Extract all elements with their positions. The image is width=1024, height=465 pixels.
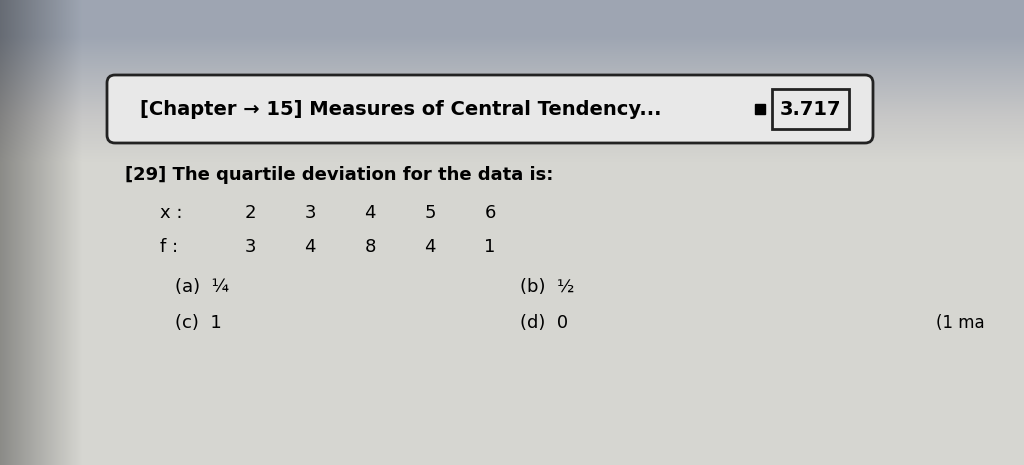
Text: (a)  ¼: (a) ¼ [175,278,229,296]
Text: 1: 1 [484,238,496,256]
Text: [29] The quartile deviation for the data is:: [29] The quartile deviation for the data… [125,166,553,184]
Text: 5: 5 [424,204,436,222]
Text: (1 ma: (1 ma [936,314,985,332]
Text: 4: 4 [424,238,436,256]
Text: x :: x : [160,204,182,222]
Text: 4: 4 [304,238,315,256]
Text: 8: 8 [365,238,376,256]
Text: 2: 2 [245,204,256,222]
Text: 4: 4 [365,204,376,222]
Text: 3: 3 [304,204,315,222]
Text: [Chapter → 15] Measures of Central Tendency...: [Chapter → 15] Measures of Central Tende… [140,100,662,119]
Text: 3: 3 [245,238,256,256]
Text: 3.717: 3.717 [779,100,842,119]
Text: (d)  0: (d) 0 [520,314,568,332]
Text: (c)  1: (c) 1 [175,314,222,332]
Text: 6: 6 [484,204,496,222]
FancyBboxPatch shape [106,75,873,143]
Text: (b)  ½: (b) ½ [520,278,574,296]
Text: f :: f : [160,238,178,256]
FancyBboxPatch shape [772,89,849,129]
